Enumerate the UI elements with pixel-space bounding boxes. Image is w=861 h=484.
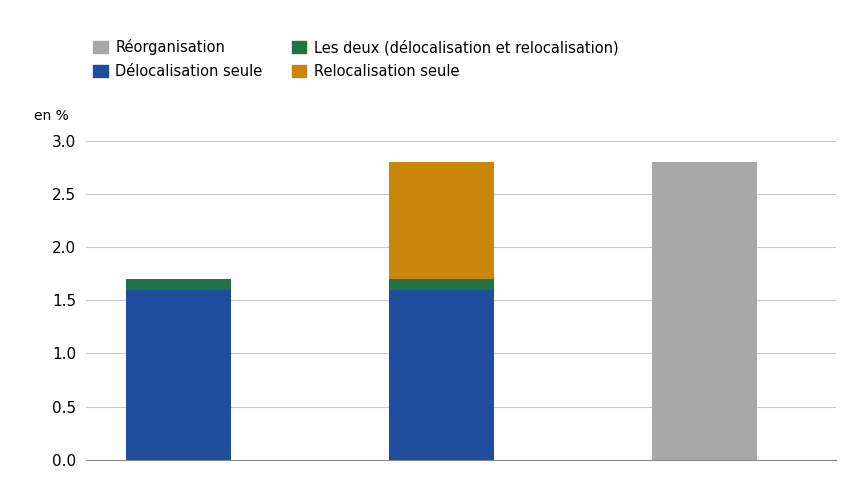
Bar: [388, 279, 493, 290]
Text: en %: en %: [34, 108, 68, 122]
Bar: [388, 290, 493, 460]
Legend: Réorganisation, Délocalisation seule, Les deux (délocalisation et relocalisation: Réorganisation, Délocalisation seule, Le…: [93, 39, 617, 79]
Bar: [388, 162, 493, 279]
Bar: [126, 279, 231, 290]
Bar: [651, 162, 756, 460]
Bar: [126, 290, 231, 460]
